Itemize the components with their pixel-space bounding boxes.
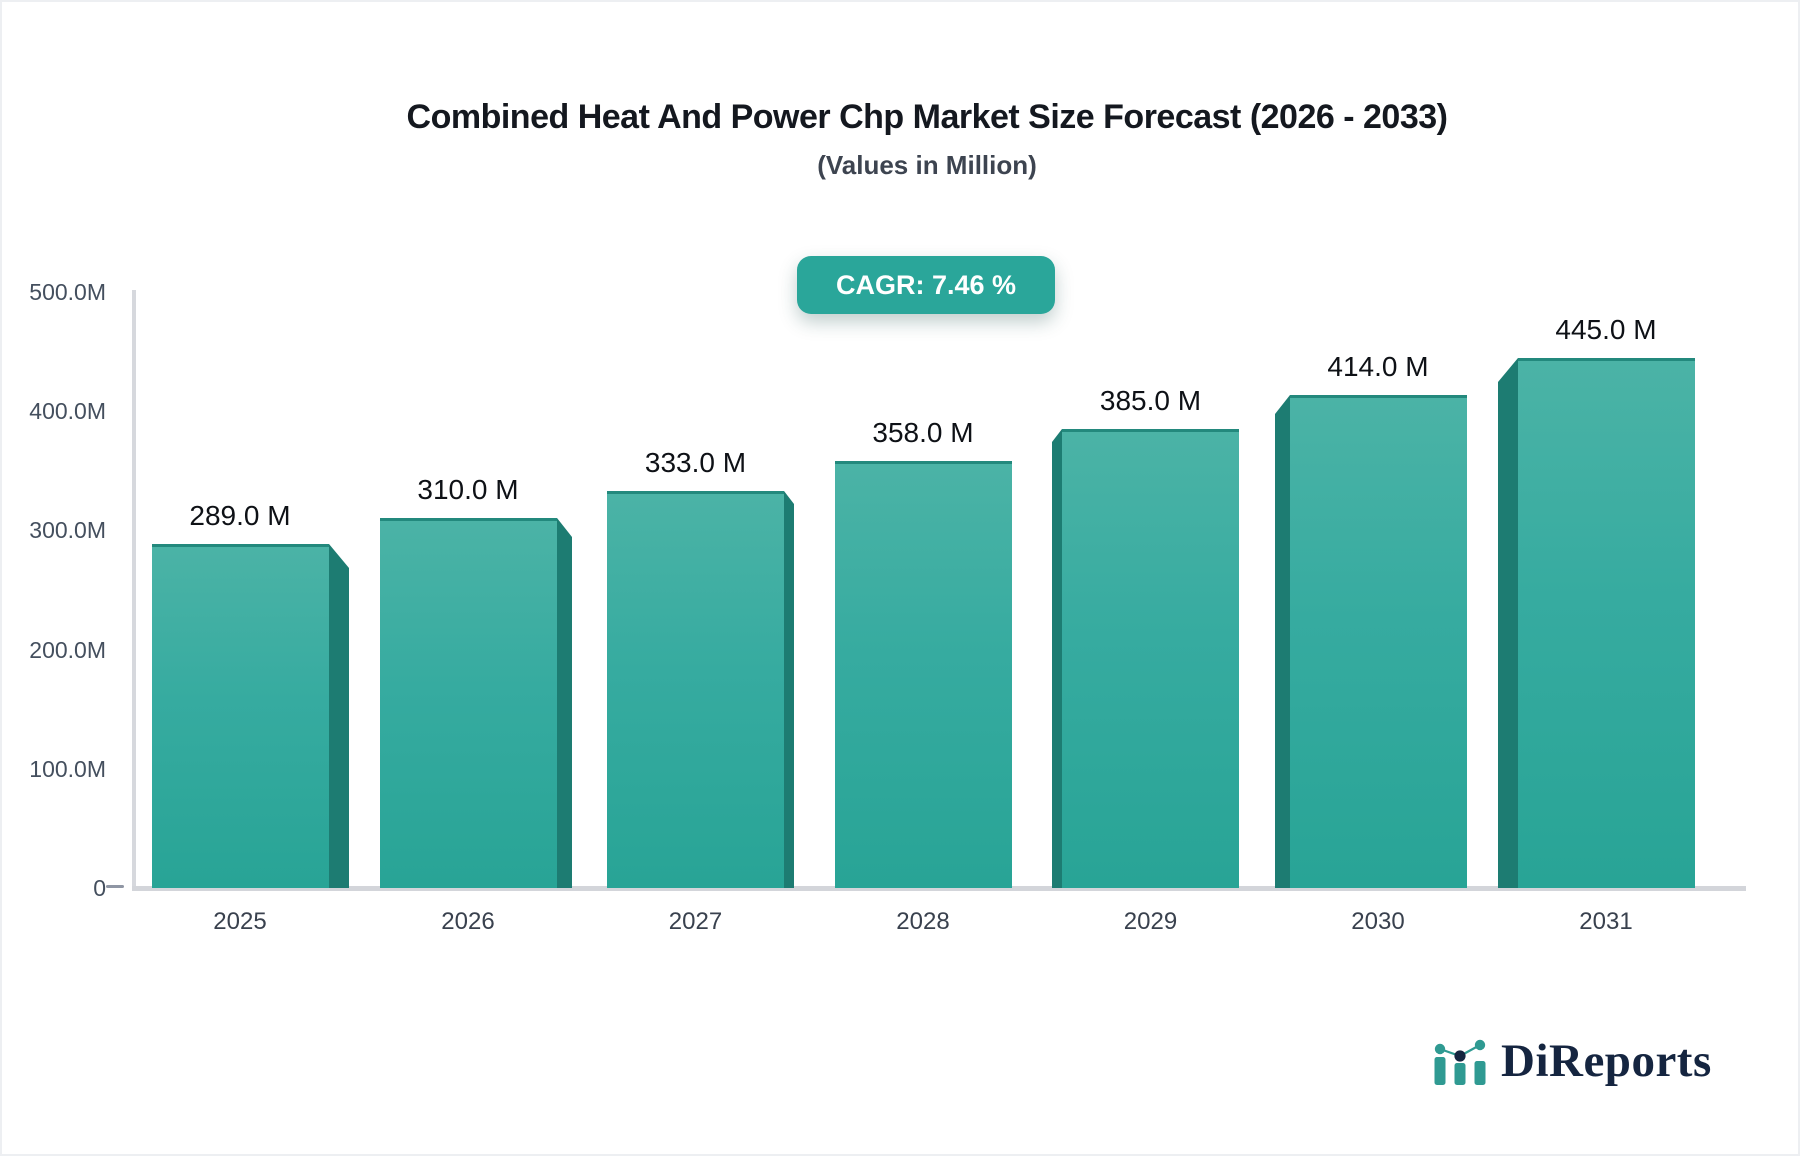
y-axis-tick-label: 0 — [93, 875, 106, 901]
bar-3d-side — [556, 518, 572, 888]
bar-3d-side — [328, 544, 349, 888]
bar-2026 — [379, 518, 557, 888]
x-axis-label-2029: 2029 — [1123, 908, 1178, 935]
bar-2028 — [834, 461, 1012, 888]
chart-title: Combined Heat And Power Chp Market Size … — [406, 98, 1448, 136]
bar-value-label: 414.0 M — [1327, 351, 1429, 382]
bar-3d-side — [784, 491, 794, 888]
bar-3d-side — [1052, 429, 1062, 888]
y-axis-tick-label: 200.0M — [29, 636, 106, 663]
bar-2030 — [1289, 395, 1467, 888]
bar-2027 — [607, 491, 784, 888]
y-axis-tick-label: 500.0M — [29, 279, 106, 305]
x-axis-label-2030: 2030 — [1351, 908, 1405, 935]
bar-value-label: 289.0 M — [189, 500, 291, 531]
x-axis-label-2028: 2028 — [896, 908, 950, 935]
bar-3d-side — [1497, 358, 1518, 888]
bar-value-label: 385.0 M — [1099, 385, 1202, 416]
x-axis-label-2025: 2025 — [213, 908, 267, 935]
y-axis-tick-label: 100.0M — [29, 755, 106, 782]
chart-subtitle: (Values in Million) — [817, 150, 1037, 180]
bar-2031 — [1517, 358, 1695, 888]
bar-value-label: 358.0 M — [872, 417, 974, 448]
cagr-badge: CAGR: 7.46 % — [797, 256, 1055, 314]
y-axis-tick-label: 400.0M — [29, 398, 106, 425]
zero-tick-mark — [106, 885, 124, 888]
x-axis-label-2027: 2027 — [668, 908, 723, 935]
y-axis-tick-label: 300.0M — [29, 517, 106, 544]
x-axis-label-2031: 2031 — [1579, 908, 1633, 935]
bar-value-label: 310.0 M — [417, 474, 519, 505]
bar-value-label: 333.0 M — [644, 447, 747, 478]
bar-2025 — [151, 544, 329, 888]
x-axis-label-2026: 2026 — [441, 908, 495, 935]
logo-bar-chart-icon — [1434, 1039, 1486, 1085]
bar-3d-side — [1274, 395, 1290, 888]
y-axis-line — [132, 290, 136, 890]
bar-value-label: 445.0 M — [1555, 314, 1657, 345]
x-axis-line — [132, 886, 1746, 891]
logo-text: DiReports — [1501, 1035, 1712, 1087]
bar-2029 — [1062, 429, 1239, 888]
direports-logo: DiReports — [1430, 1036, 1712, 1086]
